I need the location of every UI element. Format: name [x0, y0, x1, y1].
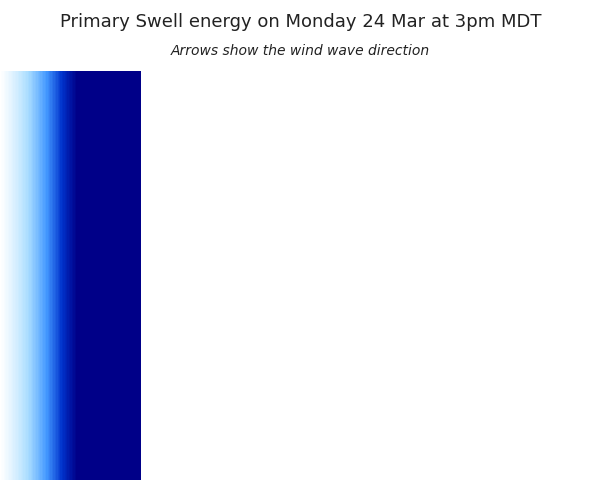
Text: Primary Swell energy on Monday 24 Mar at 3pm MDT: Primary Swell energy on Monday 24 Mar at… — [59, 13, 542, 31]
Text: Arrows show the wind wave direction: Arrows show the wind wave direction — [171, 44, 430, 58]
